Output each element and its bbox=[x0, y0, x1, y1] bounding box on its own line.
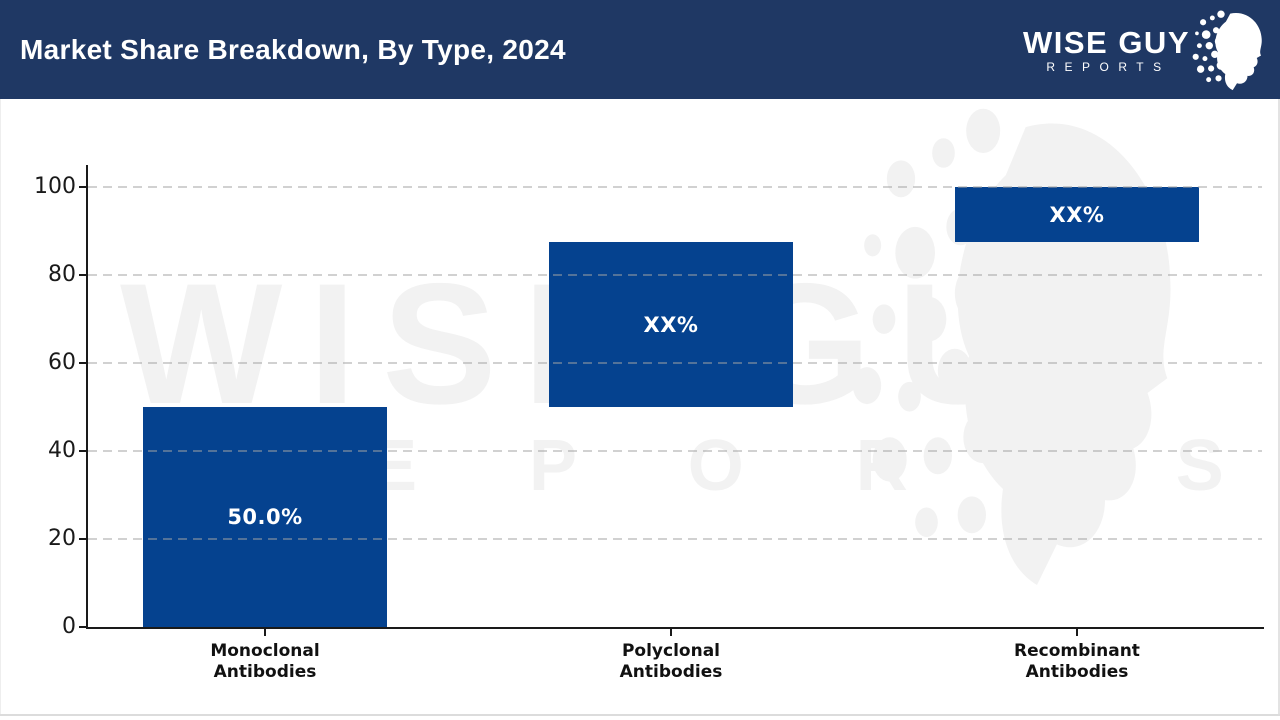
y-tick-mark bbox=[79, 274, 88, 276]
y-tick-mark bbox=[79, 626, 88, 628]
y-tick-label: 20 bbox=[48, 526, 76, 551]
x-tick-mark bbox=[264, 629, 266, 636]
x-axis-line bbox=[86, 627, 1264, 629]
bar-monoclonal-antibodies: 50.0% bbox=[143, 407, 387, 627]
bar-value-label: 50.0% bbox=[227, 505, 303, 529]
bar-value-label: XX% bbox=[643, 312, 699, 337]
wise-guy-reports-logo: WISE GUY REPORTS bbox=[1023, 0, 1266, 99]
logo-subtitle: REPORTS bbox=[1046, 59, 1171, 74]
gridline bbox=[88, 186, 1262, 188]
gridline bbox=[88, 450, 1262, 452]
y-tick-label: 40 bbox=[48, 438, 76, 463]
gridline bbox=[88, 274, 1262, 276]
x-tick-mark bbox=[670, 629, 672, 636]
x-axis-category-label: Polyclonal Antibodies bbox=[521, 641, 821, 683]
y-tick-label: 100 bbox=[34, 174, 76, 199]
y-axis-line bbox=[86, 165, 88, 629]
gridline bbox=[88, 538, 1262, 540]
category-line: Antibodies bbox=[1025, 662, 1129, 682]
y-tick-label: 0 bbox=[62, 614, 76, 639]
frame-left-edge bbox=[0, 99, 1, 716]
bar-recombinant-antibodies: XX% bbox=[955, 187, 1199, 242]
y-tick-label: 80 bbox=[48, 262, 76, 287]
dotted-head-logo-icon bbox=[1192, 10, 1262, 90]
y-tick-mark bbox=[79, 186, 88, 188]
header-bar: Market Share Breakdown, By Type, 2024 WI… bbox=[0, 0, 1280, 99]
y-tick-label: 60 bbox=[48, 350, 76, 375]
frame-right-edge bbox=[1278, 99, 1280, 716]
y-tick-mark bbox=[79, 362, 88, 364]
category-line: Polyclonal bbox=[621, 641, 721, 661]
page-title: Market Share Breakdown, By Type, 2024 bbox=[20, 33, 566, 65]
gridline bbox=[88, 362, 1262, 364]
y-tick-mark bbox=[79, 538, 88, 540]
frame-bottom-edge bbox=[0, 714, 1280, 716]
category-line: Recombinant bbox=[1014, 641, 1140, 661]
category-line: Monoclonal bbox=[210, 641, 320, 661]
x-axis-category-label: Recombinant Antibodies bbox=[927, 641, 1227, 683]
logo-text: WISE GUY REPORTS bbox=[1023, 27, 1190, 73]
category-line: Antibodies bbox=[619, 662, 723, 682]
bar-value-label: XX% bbox=[1049, 202, 1105, 227]
x-tick-mark bbox=[1076, 629, 1078, 636]
logo-wordmark: WISE GUY bbox=[1022, 24, 1190, 60]
bar-polyclonal-antibodies: XX% bbox=[549, 242, 793, 407]
category-line: Antibodies bbox=[213, 662, 317, 682]
y-tick-mark bbox=[79, 450, 88, 452]
x-axis-category-label: Monoclonal Antibodies bbox=[115, 641, 415, 683]
